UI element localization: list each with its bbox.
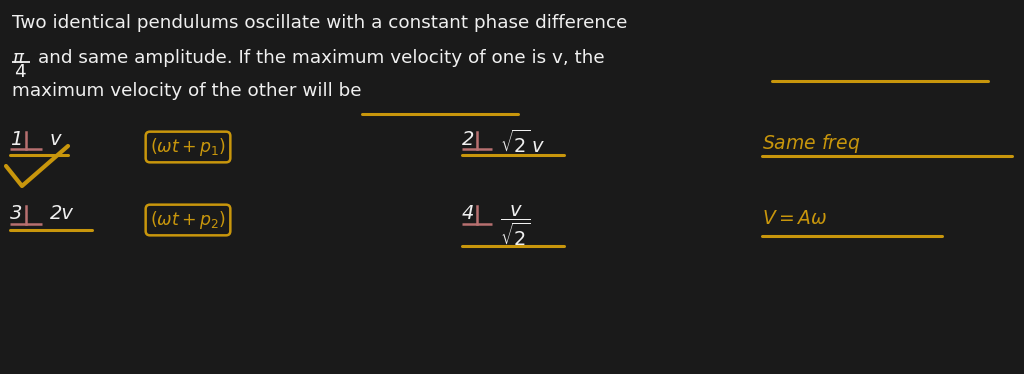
Text: $\mathit{V = A\omega}$: $\mathit{V = A\omega}$ [762,209,827,228]
Text: $\dfrac{v}{\sqrt{2}}$: $\dfrac{v}{\sqrt{2}}$ [500,204,530,248]
Text: Two identical pendulums oscillate with a constant phase difference: Two identical pendulums oscillate with a… [12,14,628,32]
Text: $(\omega t + p_1)$: $(\omega t + p_1)$ [150,136,226,158]
Text: v: v [50,130,61,149]
Text: $\sqrt{2}\,v$: $\sqrt{2}\,v$ [500,130,546,157]
Text: $\mathit{Same\ freq}$: $\mathit{Same\ freq}$ [762,132,860,155]
Text: $(\omega t + p_2)$: $(\omega t + p_2)$ [150,209,226,231]
Text: maximum velocity of the other will be: maximum velocity of the other will be [12,82,361,100]
Text: and same amplitude. If the maximum velocity of one is v, the: and same amplitude. If the maximum veloc… [38,49,604,67]
Text: $\pi$: $\pi$ [12,49,26,67]
Text: 4: 4 [14,63,26,81]
Text: 2: 2 [462,130,474,149]
Text: 2v: 2v [50,204,74,223]
Text: 4: 4 [462,204,474,223]
Text: 1: 1 [10,130,23,149]
Text: 3: 3 [10,204,23,223]
